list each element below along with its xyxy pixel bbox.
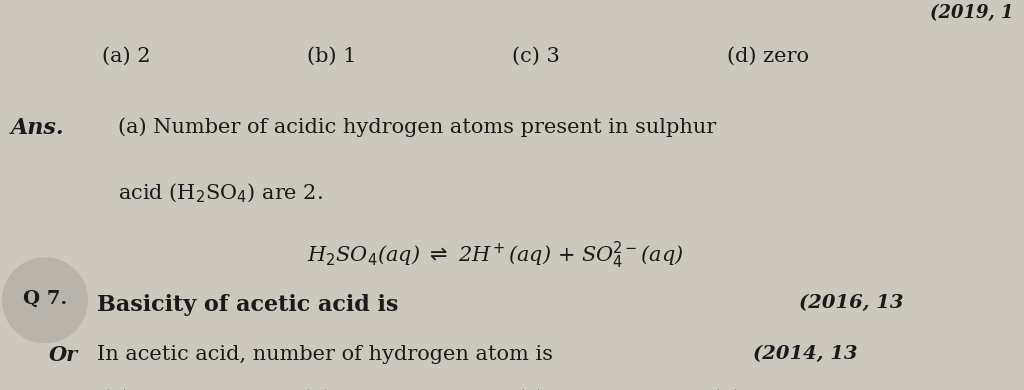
Text: (d) zero: (d) zero — [727, 47, 809, 66]
Text: (2016, 13: (2016, 13 — [799, 294, 903, 312]
Text: (a) 2: (a) 2 — [102, 47, 151, 66]
Text: Q 7.: Q 7. — [23, 289, 68, 307]
Text: Basicity of acetic acid is: Basicity of acetic acid is — [97, 294, 398, 316]
Text: (c) 3: (c) 3 — [512, 47, 560, 66]
Text: Ans.: Ans. — [10, 117, 63, 139]
Text: (2014, 13: (2014, 13 — [753, 345, 857, 363]
Text: Or: Or — [49, 345, 78, 365]
Text: H$_2$SO$_4$(aq) $\rightleftharpoons$ 2H$^+$(aq) + SO$_4^{2-}$(aq): H$_2$SO$_4$(aq) $\rightleftharpoons$ 2H$… — [307, 240, 684, 271]
Ellipse shape — [2, 257, 88, 343]
Text: (2019, 1: (2019, 1 — [930, 4, 1014, 22]
Text: acid (H$_2$SO$_4$) are 2.: acid (H$_2$SO$_4$) are 2. — [118, 181, 323, 204]
Text: (b) 1: (b) 1 — [307, 47, 356, 66]
Text: In acetic acid, number of hydrogen atom is: In acetic acid, number of hydrogen atom … — [97, 345, 553, 364]
Text: (a) Number of acidic hydrogen atoms present in sulphur: (a) Number of acidic hydrogen atoms pres… — [118, 117, 716, 136]
